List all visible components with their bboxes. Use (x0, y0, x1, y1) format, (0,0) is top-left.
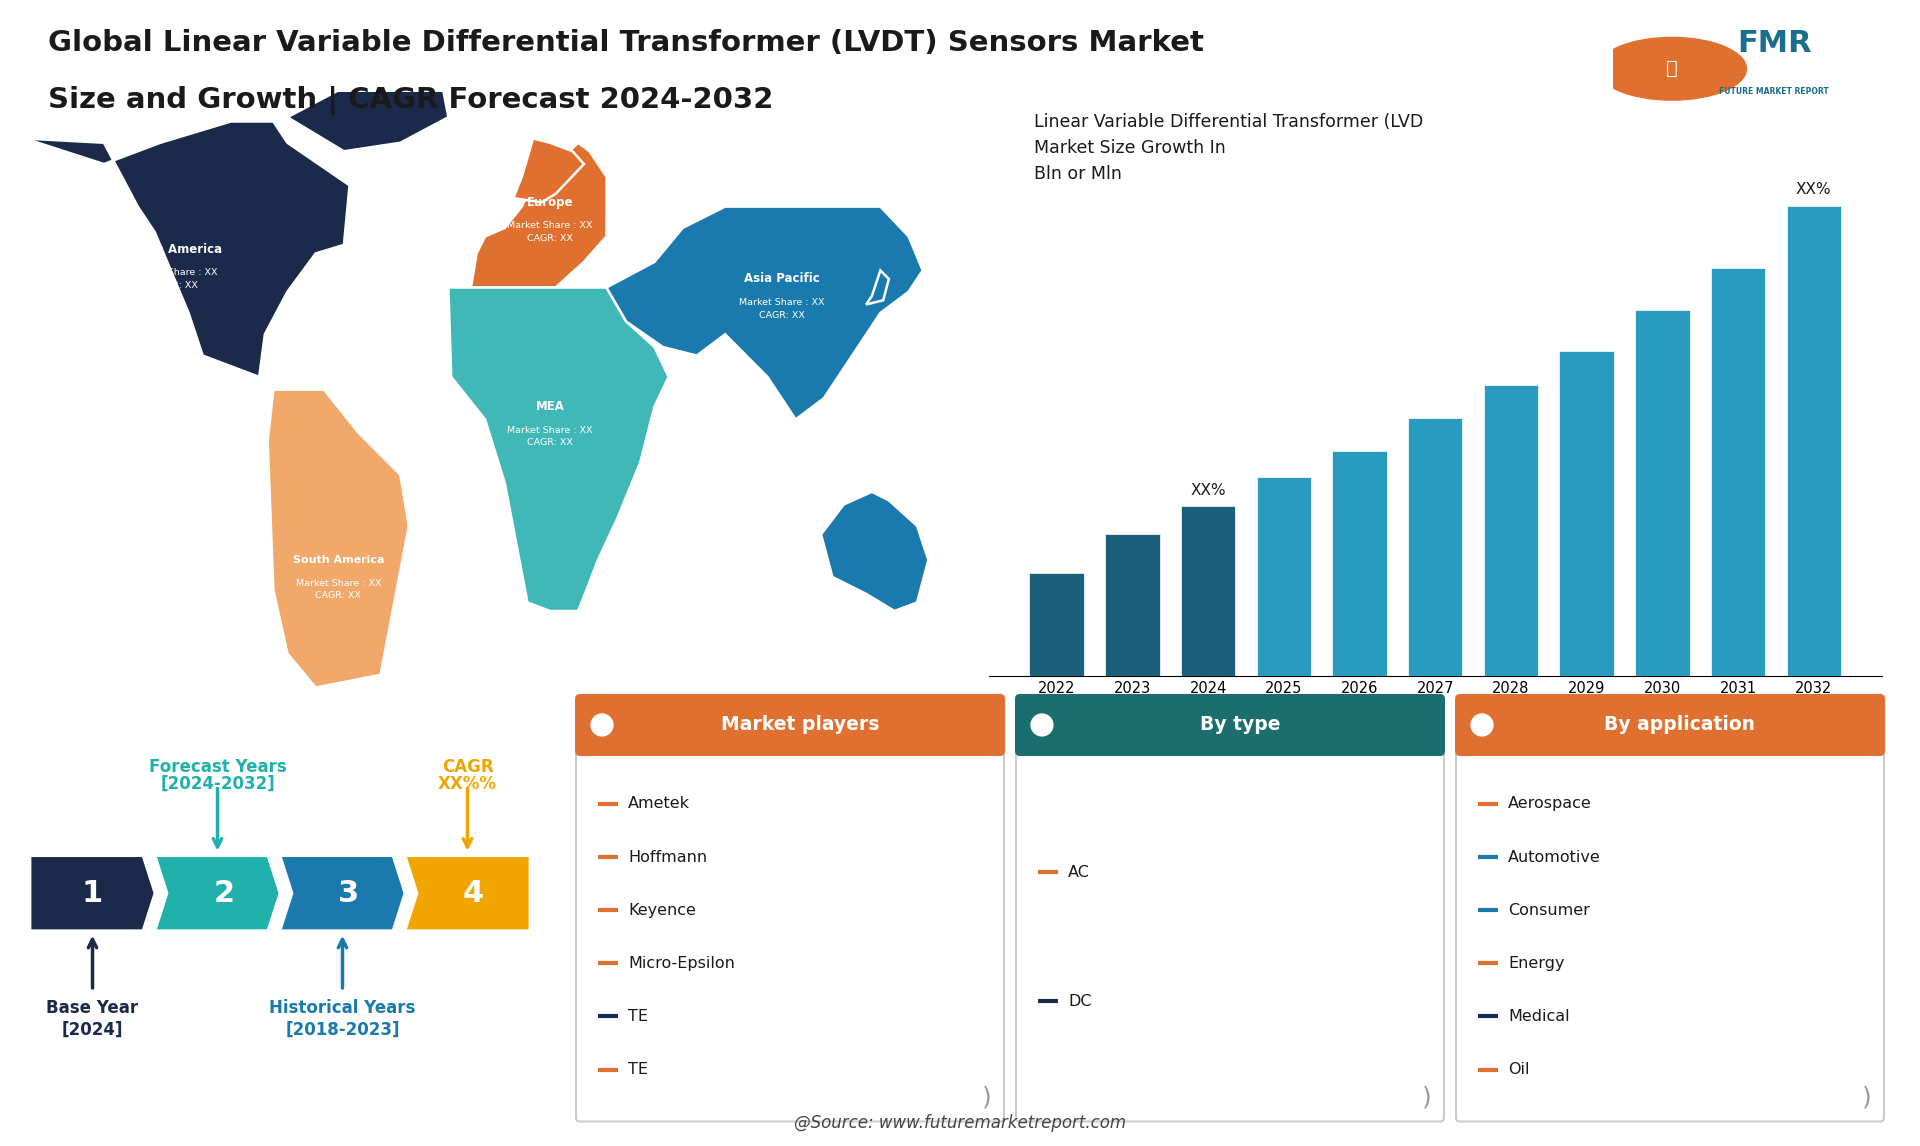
Text: Market Share : XX
CAGR: XX: Market Share : XX CAGR: XX (507, 221, 593, 243)
Text: ): ) (1423, 1085, 1432, 1109)
Text: Keyence: Keyence (628, 903, 695, 918)
Text: Historical Years: Historical Years (269, 999, 417, 1017)
Polygon shape (822, 492, 929, 611)
Text: Market Share : XX
CAGR: XX: Market Share : XX CAGR: XX (507, 425, 593, 447)
Text: @Source: www.futuremarketreport.com: @Source: www.futuremarketreport.com (795, 1114, 1125, 1132)
Text: Market players: Market players (720, 715, 879, 735)
Polygon shape (156, 856, 280, 931)
Bar (1106, 534, 1160, 676)
Text: Base Year: Base Year (46, 999, 138, 1017)
Text: [2024]: [2024] (61, 1021, 123, 1038)
Text: Size and Growth | CAGR Forecast 2024-2032: Size and Growth | CAGR Forecast 2024-203… (48, 86, 774, 115)
Text: Europe: Europe (526, 196, 574, 209)
Polygon shape (25, 121, 349, 377)
Text: 2: 2 (213, 879, 234, 908)
Text: ): ) (983, 1085, 993, 1109)
Text: Micro-Epsilon: Micro-Epsilon (628, 956, 735, 971)
Text: Global Linear Variable Differential Transformer (LVDT) Sensors Market: Global Linear Variable Differential Tran… (48, 29, 1204, 56)
Polygon shape (405, 856, 530, 931)
Text: Forecast Years: Forecast Years (148, 758, 286, 776)
FancyBboxPatch shape (1455, 694, 1885, 756)
Polygon shape (280, 856, 405, 931)
Text: Linear Variable Differential Transformer (LVD
Market Size Growth In
Bln or Mln: Linear Variable Differential Transformer… (1035, 112, 1423, 183)
Bar (1786, 206, 1841, 676)
Polygon shape (513, 139, 584, 203)
Text: North America: North America (127, 243, 223, 256)
Text: Automotive: Automotive (1507, 849, 1601, 864)
Text: 1: 1 (83, 879, 104, 908)
Text: 4: 4 (463, 879, 484, 908)
Bar (1636, 309, 1690, 676)
Text: Consumer: Consumer (1507, 903, 1590, 918)
Text: Asia Pacific: Asia Pacific (743, 273, 820, 285)
Text: ): ) (1862, 1085, 1872, 1109)
Polygon shape (470, 143, 607, 288)
Bar (1407, 418, 1463, 676)
Circle shape (589, 712, 614, 738)
Text: Energy: Energy (1507, 956, 1565, 971)
Polygon shape (288, 87, 449, 151)
Circle shape (1469, 712, 1496, 738)
Text: By application: By application (1605, 715, 1755, 735)
Text: CAGR: CAGR (442, 758, 493, 776)
Bar (1559, 351, 1615, 676)
FancyBboxPatch shape (1016, 694, 1446, 756)
Text: By type: By type (1200, 715, 1281, 735)
Text: South America: South America (292, 555, 384, 565)
Text: XX%: XX% (1190, 482, 1225, 497)
FancyBboxPatch shape (574, 694, 1004, 756)
Text: MEA: MEA (536, 400, 564, 414)
Polygon shape (267, 390, 409, 688)
Text: Oil: Oil (1507, 1062, 1530, 1077)
Polygon shape (607, 206, 924, 419)
Polygon shape (449, 288, 668, 611)
Text: Medical: Medical (1507, 1008, 1571, 1025)
Bar (1332, 452, 1386, 676)
Text: [2024-2032]: [2024-2032] (159, 775, 275, 793)
Text: FMR: FMR (1738, 29, 1811, 58)
Text: 👤: 👤 (1667, 60, 1678, 78)
Bar (1711, 268, 1764, 676)
Bar (1256, 477, 1311, 676)
Text: Market Share : XX
CAGR: XX: Market Share : XX CAGR: XX (739, 298, 824, 320)
Bar (1181, 505, 1235, 676)
Text: FUTURE MARKET REPORT: FUTURE MARKET REPORT (1718, 87, 1830, 96)
Circle shape (1597, 37, 1747, 101)
FancyBboxPatch shape (1455, 752, 1884, 1122)
FancyBboxPatch shape (1016, 752, 1444, 1122)
Text: AC: AC (1068, 865, 1091, 880)
Text: [2018-2023]: [2018-2023] (286, 1021, 399, 1038)
Text: DC: DC (1068, 994, 1091, 1008)
Text: Market Share : XX
CAGR: XX: Market Share : XX CAGR: XX (296, 579, 380, 601)
Text: TE: TE (628, 1008, 649, 1025)
Bar (1029, 573, 1085, 676)
Text: XX%%: XX%% (438, 775, 497, 793)
Circle shape (1029, 712, 1054, 738)
Polygon shape (31, 856, 156, 931)
Bar (1484, 385, 1538, 676)
FancyBboxPatch shape (576, 752, 1004, 1122)
Text: Market Share : XX
CAGR: XX: Market Share : XX CAGR: XX (132, 268, 217, 290)
Text: TE: TE (628, 1062, 649, 1077)
Text: 3: 3 (338, 879, 359, 908)
Text: Ametek: Ametek (628, 796, 689, 811)
Polygon shape (866, 270, 889, 305)
Text: Hoffmann: Hoffmann (628, 849, 707, 864)
Text: XX%: XX% (1795, 182, 1832, 197)
Text: Aerospace: Aerospace (1507, 796, 1592, 811)
